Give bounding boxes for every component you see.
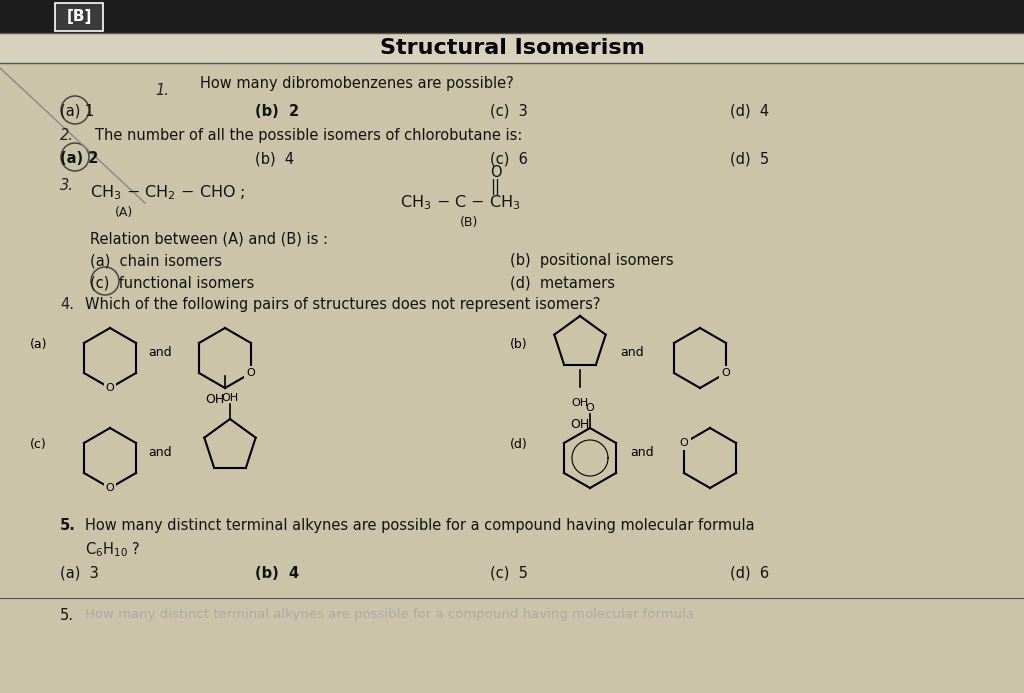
Text: (c)  5: (c) 5 (490, 566, 528, 581)
Text: O: O (247, 368, 255, 378)
Text: 4.: 4. (60, 297, 74, 312)
Text: OH: OH (571, 398, 589, 408)
Text: (d)  5: (d) 5 (730, 151, 769, 166)
Text: Structural Isomerism: Structural Isomerism (380, 38, 644, 58)
Text: (b)  2: (b) 2 (255, 104, 299, 119)
Text: [B]: [B] (67, 10, 92, 24)
Text: O: O (105, 383, 115, 393)
Text: O: O (105, 483, 115, 493)
Text: (a) 1: (a) 1 (60, 104, 94, 119)
Text: Relation between (A) and (B) is :: Relation between (A) and (B) is : (90, 231, 328, 246)
Text: How many distinct terminal alkynes are possible for a compound having molecular : How many distinct terminal alkynes are p… (85, 608, 694, 621)
Text: (a)  3: (a) 3 (60, 566, 98, 581)
Text: (a) 2: (a) 2 (60, 151, 98, 166)
Text: 3.: 3. (60, 178, 74, 193)
Text: 5.: 5. (60, 518, 76, 533)
FancyBboxPatch shape (0, 33, 1024, 63)
FancyBboxPatch shape (55, 3, 103, 31)
Text: (c): (c) (30, 438, 47, 451)
Text: and: and (148, 346, 172, 360)
Text: (A): (A) (115, 206, 133, 219)
Text: (d)  metamers: (d) metamers (510, 275, 615, 290)
Text: 1.: 1. (155, 83, 169, 98)
Text: O: O (680, 438, 688, 448)
Text: The number of all the possible isomers of chlorobutane is:: The number of all the possible isomers o… (95, 128, 522, 143)
Text: (c)  functional isomers: (c) functional isomers (90, 275, 254, 290)
Text: (b)  4: (b) 4 (255, 151, 294, 166)
Text: and: and (630, 446, 653, 459)
Text: (c)  3: (c) 3 (490, 104, 527, 119)
Text: (a)  chain isomers: (a) chain isomers (90, 253, 222, 268)
Text: OH: OH (570, 418, 590, 431)
Text: (d): (d) (510, 438, 527, 451)
Text: (b): (b) (510, 338, 527, 351)
Text: CH$_3$ $-$ C $-$ CH$_3$: CH$_3$ $-$ C $-$ CH$_3$ (400, 193, 521, 211)
Text: Which of the following pairs of structures does not represent isomers?: Which of the following pairs of structur… (85, 297, 600, 312)
Text: O: O (586, 403, 594, 413)
Text: (B): (B) (460, 216, 478, 229)
Text: (d)  4: (d) 4 (730, 104, 769, 119)
Text: O: O (490, 165, 502, 180)
Text: (b)  4: (b) 4 (255, 566, 299, 581)
Text: O: O (722, 368, 730, 378)
Text: C$_6$H$_{10}$ ?: C$_6$H$_{10}$ ? (85, 540, 140, 559)
Text: (c)  6: (c) 6 (490, 151, 528, 166)
Text: CH$_3$ $-$ CH$_2$ $-$ CHO ;: CH$_3$ $-$ CH$_2$ $-$ CHO ; (90, 183, 246, 202)
Text: (b)  positional isomers: (b) positional isomers (510, 253, 674, 268)
Text: ||: || (490, 179, 500, 195)
Text: 2.: 2. (60, 128, 74, 143)
Text: (d)  6: (d) 6 (730, 566, 769, 581)
Text: OH: OH (206, 393, 224, 406)
Text: (a): (a) (30, 338, 47, 351)
Text: How many distinct terminal alkynes are possible for a compound having molecular : How many distinct terminal alkynes are p… (85, 518, 755, 533)
Text: and: and (620, 346, 644, 360)
Text: How many dibromobenzenes are possible?: How many dibromobenzenes are possible? (200, 76, 514, 91)
Text: OH: OH (221, 393, 239, 403)
FancyBboxPatch shape (0, 0, 1024, 33)
Text: and: and (148, 446, 172, 459)
Text: 5.: 5. (60, 608, 74, 623)
